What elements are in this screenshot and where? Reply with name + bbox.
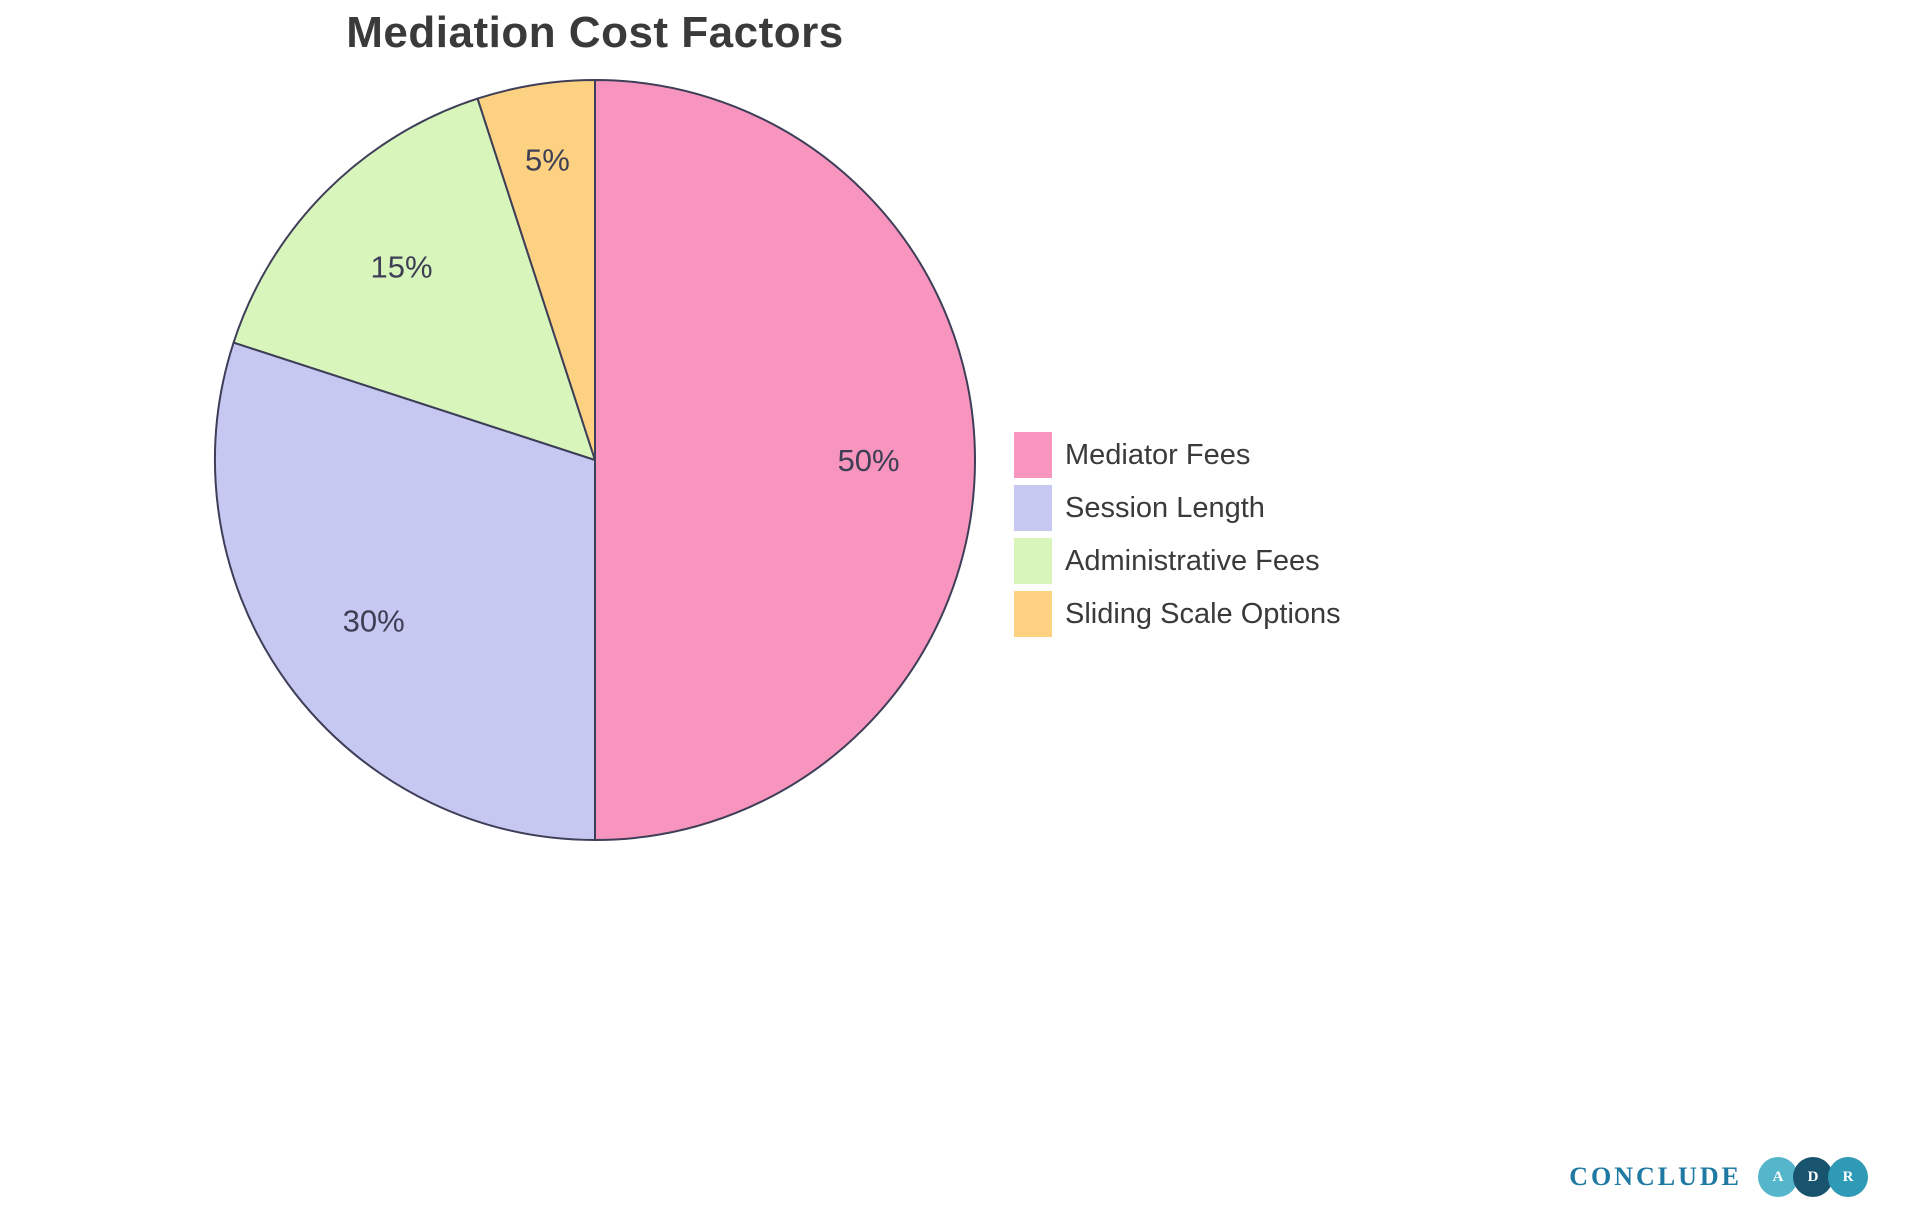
legend-swatch-mediator-fees: [1014, 432, 1052, 478]
pie-slice-mediator-fees: [594, 79, 976, 841]
brand-name: CONCLUDE: [1569, 1162, 1742, 1191]
legend-label: Session Length: [1065, 491, 1265, 524]
pie-percent-label: 50%: [838, 443, 900, 478]
legend-swatch-sliding-scale-options: [1014, 591, 1052, 637]
chart-title: Mediation Cost Factors: [346, 8, 844, 57]
brand-badges: A D R: [1758, 1157, 1868, 1197]
badge-d: D: [1793, 1157, 1833, 1197]
badge-a: A: [1758, 1157, 1798, 1197]
badge-r: R: [1828, 1157, 1868, 1197]
legend-item: Sliding Scale Options: [1014, 591, 1341, 637]
legend-item: Administrative Fees: [1014, 538, 1341, 584]
pie-slice-session-length: [214, 341, 596, 841]
pie-percent-label: 30%: [343, 604, 405, 639]
legend-swatch-administrative-fees: [1014, 538, 1052, 584]
legend-swatch-session-length: [1014, 485, 1052, 531]
pie-percent-label: 15%: [371, 249, 433, 284]
legend: Mediator Fees Session Length Administrat…: [1014, 432, 1341, 637]
legend-item: Session Length: [1014, 485, 1341, 531]
pie-percent-label: 5%: [525, 143, 570, 178]
legend-label: Administrative Fees: [1065, 544, 1320, 577]
legend-label: Mediator Fees: [1065, 438, 1251, 471]
pie-slice-sliding-scale-options: [476, 79, 596, 461]
pie-slice-administrative-fees: [232, 97, 596, 461]
branding: CONCLUDE A D R: [1569, 1157, 1868, 1197]
legend-item: Mediator Fees: [1014, 432, 1341, 478]
legend-label: Sliding Scale Options: [1065, 597, 1341, 630]
